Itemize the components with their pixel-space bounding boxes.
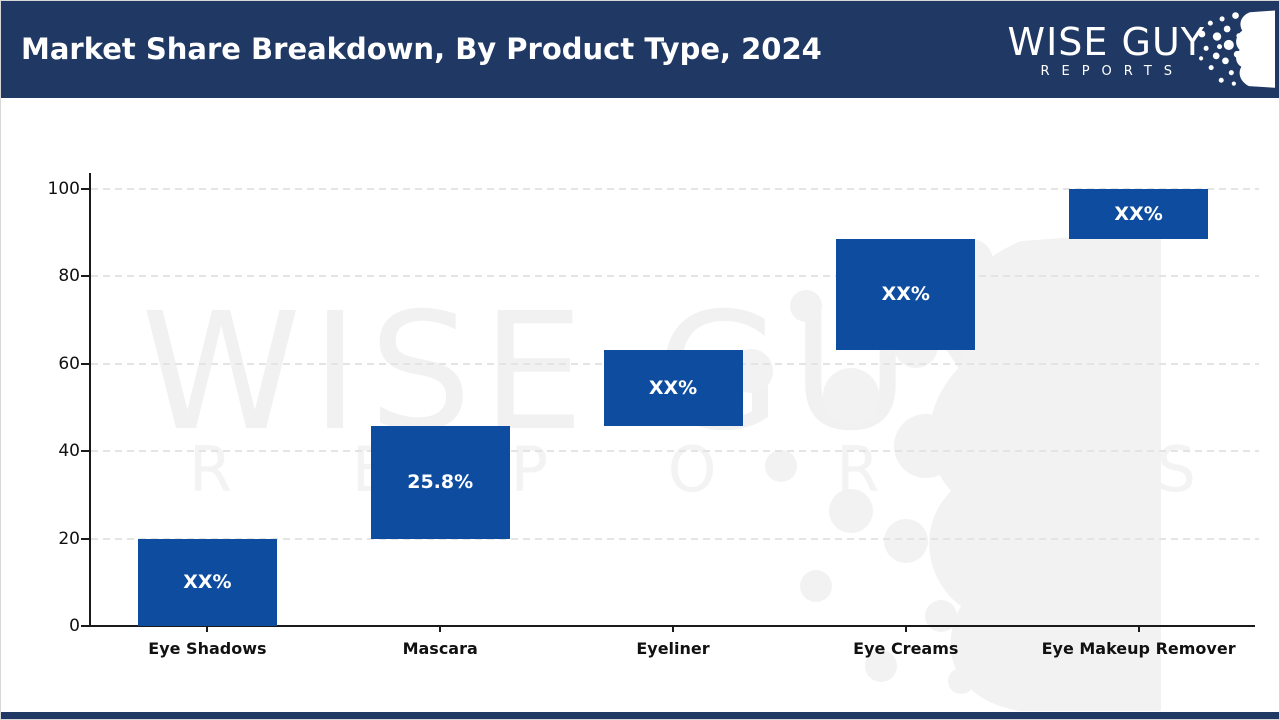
bar-value-label: XX% [648, 376, 698, 399]
bar-segment: XX% [836, 238, 976, 350]
watermark-face-icon [729, 231, 1161, 711]
y-tick-mark [81, 450, 90, 452]
y-axis-line [89, 173, 91, 627]
gridline [91, 450, 1259, 452]
bar-value-label: XX% [881, 283, 930, 306]
y-tick-mark [81, 362, 90, 365]
chart-title: Market Share Breakdown, By Product Type,… [21, 32, 822, 66]
y-tick-mark [81, 275, 90, 277]
category-label: Eye Creams [853, 639, 959, 658]
bar-segment: 25.8% [370, 425, 510, 539]
category-label: Eye Makeup Remover [1041, 639, 1236, 658]
y-tick-label: 80 [58, 266, 80, 286]
x-tick-mark [672, 626, 674, 632]
x-tick-mark [439, 626, 442, 632]
bar-value-label: 25.8% [407, 471, 474, 494]
x-tick-mark [904, 626, 907, 632]
y-tick-label: 60 [58, 353, 80, 374]
logo-text: WISE GUY REPORTS [1008, 22, 1205, 79]
header-band: Market Share Breakdown, By Product Type,… [1, 1, 1279, 98]
y-tick-label: 40 [58, 441, 80, 461]
bar-segment: XX% [1069, 188, 1209, 239]
bar-value-label: XX% [1114, 202, 1163, 225]
x-tick-mark [1137, 626, 1140, 632]
y-tick-mark [81, 537, 90, 540]
y-tick-label: 0 [69, 616, 80, 636]
y-tick-label: 20 [58, 528, 80, 549]
y-tick-label: 100 [47, 178, 80, 199]
y-tick-mark [81, 187, 90, 190]
y-tick-mark [81, 625, 90, 627]
logo-subtitle: REPORTS [1040, 63, 1185, 79]
bar-segment: XX% [137, 538, 277, 626]
footer-band [1, 712, 1279, 719]
wiseguy-logo: WISE GUY REPORTS [1008, 7, 1275, 93]
category-label: Eyeliner [636, 639, 710, 658]
logo-wordmark: WISE GUY [1007, 19, 1205, 64]
dotted-face-icon [1198, 10, 1275, 88]
bar-value-label: XX% [183, 571, 232, 594]
gridline [91, 275, 1259, 277]
category-label: Eye Shadows [148, 639, 267, 658]
gridline [91, 537, 1259, 540]
bar-segment: XX% [603, 349, 743, 426]
category-label: Mascara [402, 639, 478, 658]
x-tick-mark [206, 626, 209, 632]
gridline [91, 187, 1259, 190]
